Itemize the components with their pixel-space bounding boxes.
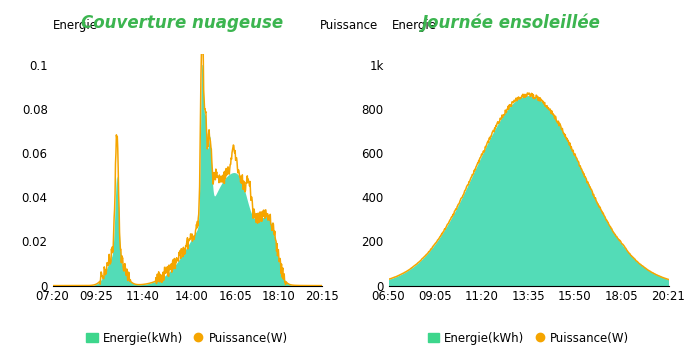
Text: Journée ensoleillée: Journée ensoleillée	[421, 14, 601, 32]
Text: Couverture nuageuse: Couverture nuageuse	[81, 14, 283, 32]
Legend: Energie(kWh), Puissance(W): Energie(kWh), Puissance(W)	[82, 327, 293, 349]
Legend: Energie(kWh), Puissance(W): Energie(kWh), Puissance(W)	[423, 327, 634, 349]
Text: Energie: Energie	[52, 19, 97, 32]
Text: Puissance: Puissance	[320, 19, 378, 32]
Text: Energie: Energie	[392, 19, 437, 32]
